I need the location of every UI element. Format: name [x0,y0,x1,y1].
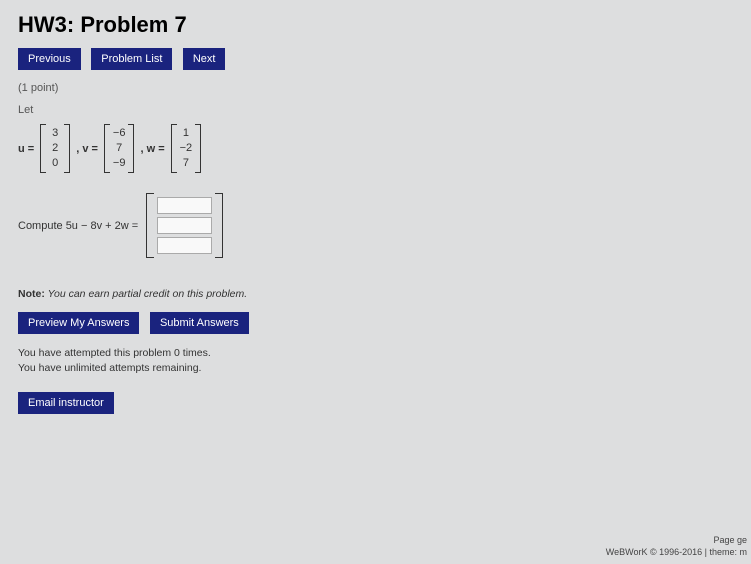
footer-line2: WeBWorK © 1996-2016 | theme: m [606,546,747,558]
v-2: −9 [113,156,126,171]
u-label: u = [18,143,34,155]
let-text: Let [18,104,751,116]
v-1: 7 [113,141,126,156]
u-1: 2 [49,141,61,156]
vector-u: 3 2 0 [40,124,70,173]
answer-input-3[interactable] [157,237,212,254]
page-title: HW3: Problem 7 [18,12,751,38]
footer-line1: Page ge [606,534,747,546]
note-rest: You can earn partial credit on this prob… [45,288,247,300]
note-bold: Note: [18,288,45,300]
submit-answers-button[interactable]: Submit Answers [150,312,249,334]
v-0: −6 [113,126,126,141]
nav-row: Previous Problem List Next [18,48,751,70]
vector-v: −6 7 −9 [104,124,135,173]
vectors-row: u = 3 2 0 , v = −6 7 −9 , w = 1 −2 7 [18,124,751,173]
action-row: Preview My Answers Submit Answers [18,312,751,334]
email-instructor-button[interactable]: Email instructor [18,392,114,414]
next-button[interactable]: Next [183,48,226,70]
answer-vector [146,193,223,258]
w-0: 1 [180,126,193,141]
previous-button[interactable]: Previous [18,48,81,70]
w-label: , w = [140,143,164,155]
vector-w: 1 −2 7 [171,124,202,173]
attempt-line1: You have attempted this problem 0 times. [18,346,751,361]
u-2: 0 [49,156,61,171]
answer-input-1[interactable] [157,197,212,214]
points-text: (1 point) [18,82,751,94]
u-0: 3 [49,126,61,141]
compute-row: Compute 5u − 8v + 2w = [18,193,751,258]
footer: Page ge WeBWorK © 1996-2016 | theme: m [606,534,747,558]
w-1: −2 [180,141,193,156]
answer-input-2[interactable] [157,217,212,234]
w-2: 7 [180,156,193,171]
v-label: , v = [76,143,98,155]
problem-list-button[interactable]: Problem List [91,48,172,70]
preview-answers-button[interactable]: Preview My Answers [18,312,139,334]
note-text: Note: You can earn partial credit on thi… [18,288,751,300]
attempt-text: You have attempted this problem 0 times.… [18,346,751,376]
compute-text: Compute 5u − 8v + 2w = [18,220,138,232]
attempt-line2: You have unlimited attempts remaining. [18,361,751,376]
